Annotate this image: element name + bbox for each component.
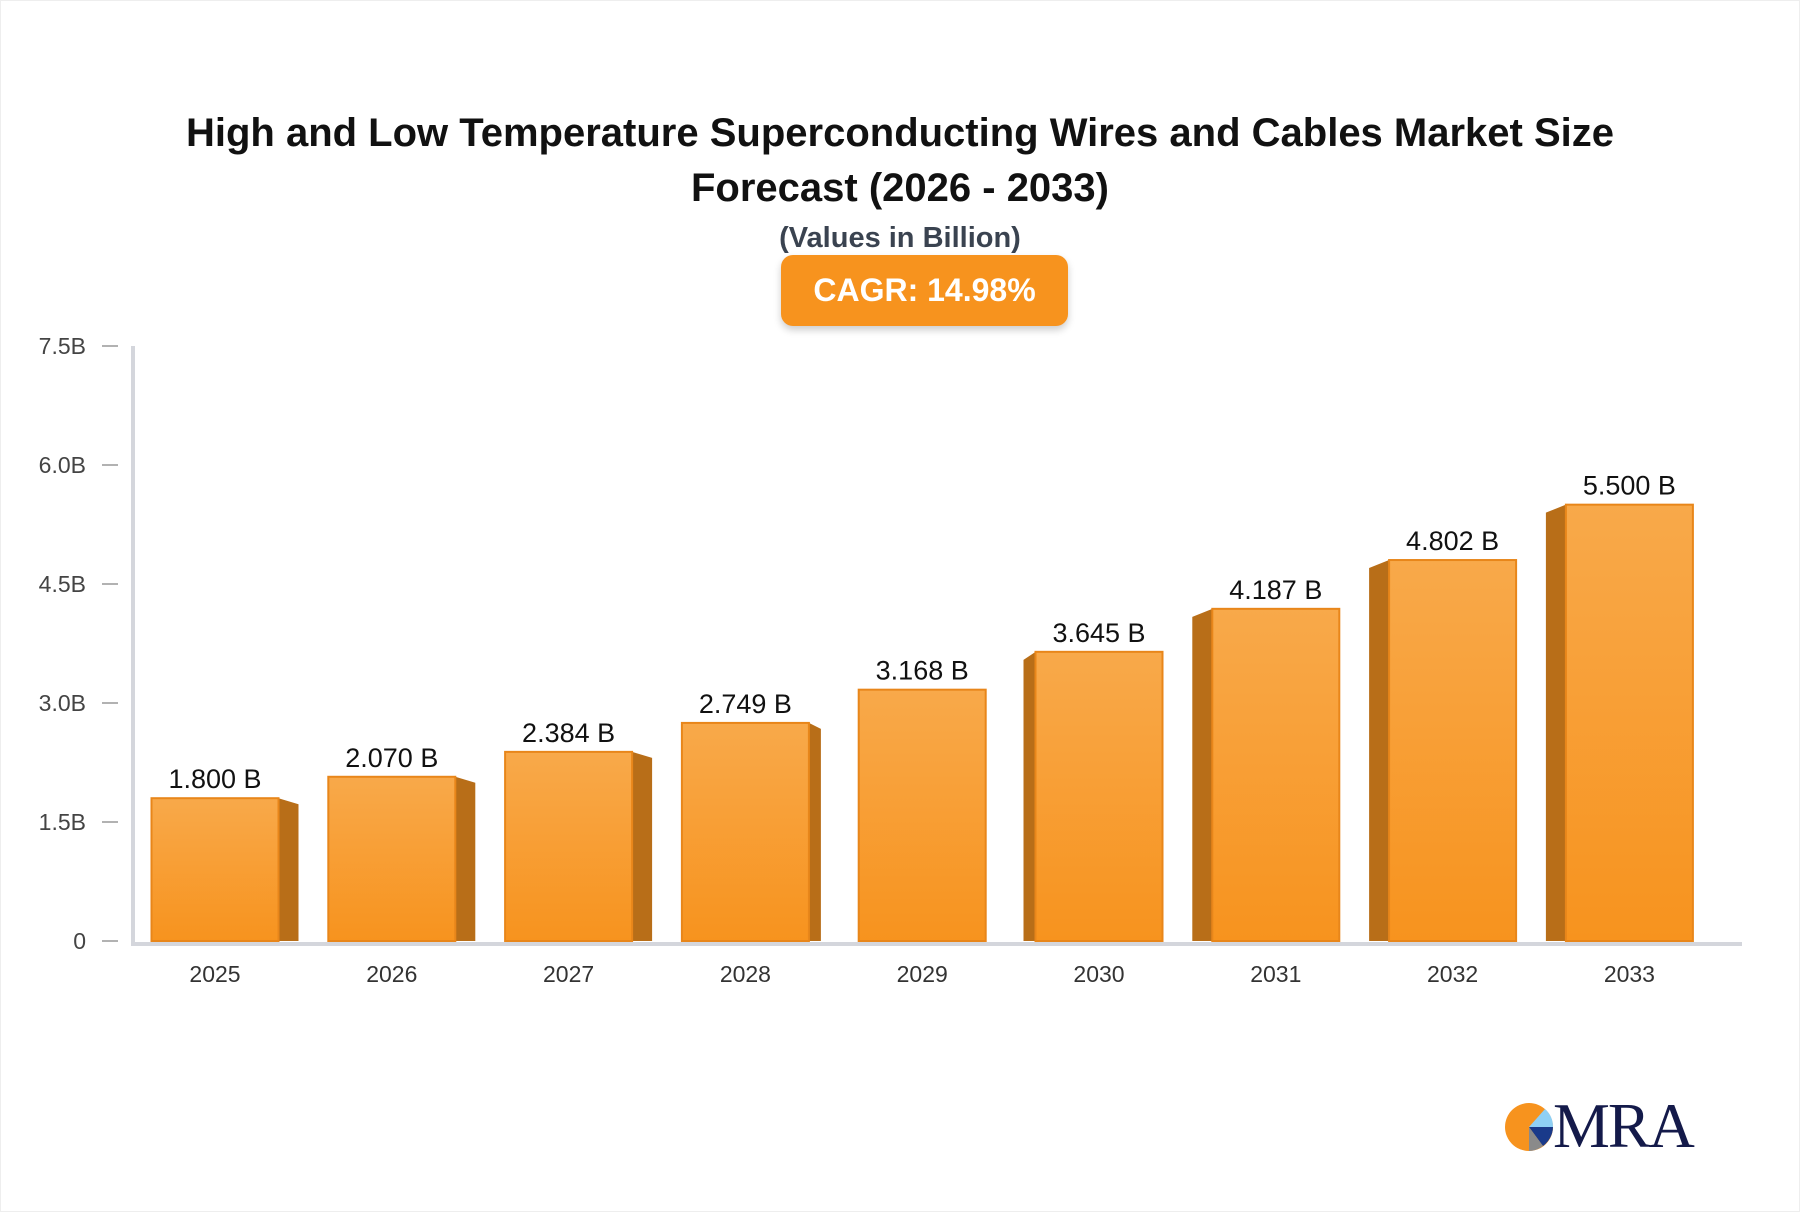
bar <box>327 775 457 943</box>
y-tick-label: 6.0B <box>39 452 86 478</box>
data-label: 3.645 B <box>1052 618 1145 648</box>
data-label: 3.168 B <box>876 656 969 686</box>
data-label: 2.749 B <box>699 689 792 719</box>
mra-logo: MRA <box>1505 1090 1695 1161</box>
bar-side <box>1545 504 1566 941</box>
bar <box>1034 650 1164 943</box>
x-tick-label: 2027 <box>543 961 594 987</box>
y-tick-label: 1.5B <box>39 809 86 835</box>
data-label: 2.070 B <box>345 743 438 773</box>
bar-side <box>455 776 476 941</box>
x-tick-label: 2028 <box>720 961 771 987</box>
bar <box>857 688 987 942</box>
cagr-badge: CAGR: 14.98% <box>781 255 1068 326</box>
x-tick-label: 2031 <box>1250 961 1301 987</box>
bar <box>150 797 280 943</box>
x-tick-label: 2026 <box>366 961 417 987</box>
pie-logo-icon <box>1505 1103 1554 1151</box>
data-label: 1.800 B <box>168 764 261 794</box>
x-tick-label: 2030 <box>1073 961 1124 987</box>
x-tick-label: 2029 <box>897 961 948 987</box>
y-tick-label: 7.5B <box>39 333 86 359</box>
bar <box>504 750 634 942</box>
bar-side <box>278 798 299 941</box>
x-tick-label: 2025 <box>189 961 240 987</box>
x-tick-label: 2033 <box>1604 961 1655 987</box>
x-tick-label: 2032 <box>1427 961 1478 987</box>
bar <box>1564 503 1694 942</box>
bar-side <box>808 722 821 941</box>
y-tick-label: 3.0B <box>39 690 86 716</box>
data-label: 4.187 B <box>1229 575 1322 605</box>
bar-side <box>1192 608 1213 941</box>
y-tick-label: 0 <box>73 928 86 954</box>
bar-side <box>1023 651 1036 941</box>
bar <box>680 721 810 942</box>
bar <box>1388 559 1518 942</box>
chart-title: High and Low Temperature Superconducting… <box>185 111 1615 210</box>
bar <box>1211 607 1341 943</box>
data-label: 2.384 B <box>522 718 615 748</box>
data-label: 5.500 B <box>1583 471 1676 501</box>
y-tick-label: 4.5B <box>39 571 86 597</box>
data-label: 4.802 B <box>1406 526 1499 556</box>
chart-subtitle: (Values in Billion) <box>779 222 1021 254</box>
bar-side <box>1369 560 1390 941</box>
bar-side <box>632 751 653 941</box>
logo-text: MRA <box>1553 1090 1695 1161</box>
